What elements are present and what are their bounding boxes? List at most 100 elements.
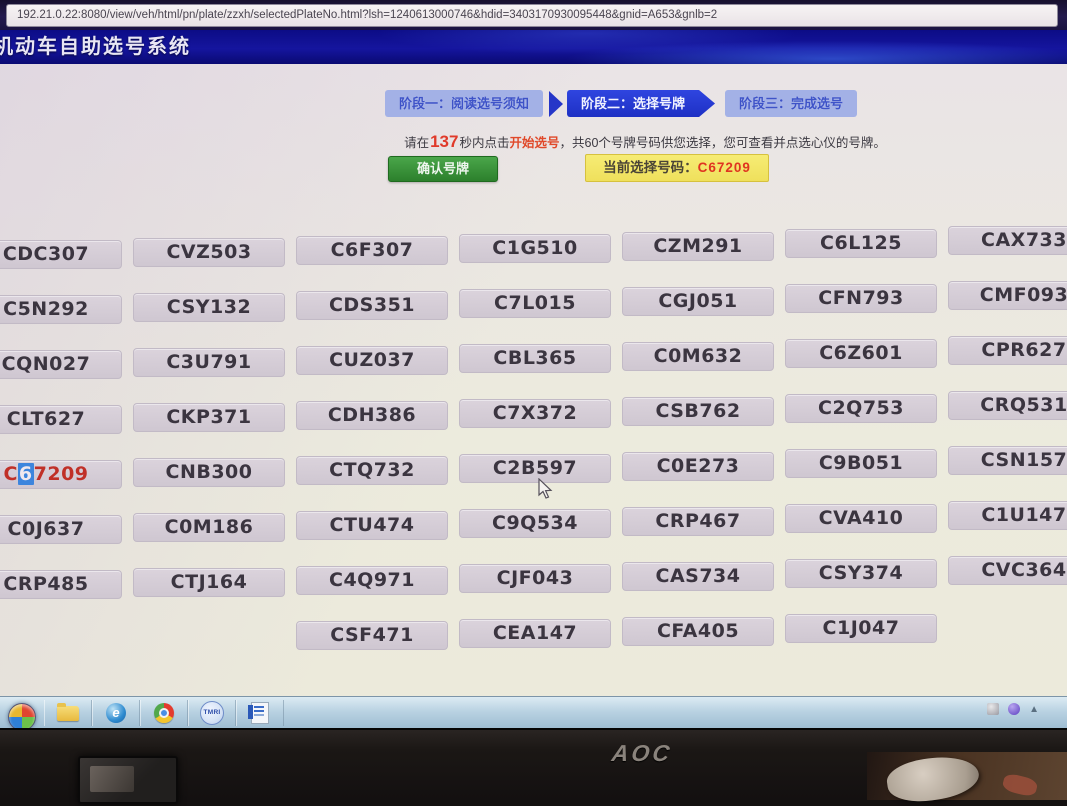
plate-button[interactable]: CDH386 — [296, 401, 448, 430]
folder-icon — [57, 702, 79, 721]
plate-button[interactable]: C6L125 — [785, 229, 937, 258]
plate-button[interactable]: C7L015 — [459, 289, 611, 318]
plate-button[interactable]: CKP371 — [133, 403, 285, 432]
plate-button[interactable]: C5N292 — [0, 295, 122, 324]
plate-button[interactable]: CLT627 — [0, 405, 122, 434]
plate-button[interactable]: CFA405 — [622, 617, 774, 646]
url-text: 192.21.0.22:8080/view/veh/html/pn/plate/… — [17, 9, 718, 21]
plate-button[interactable]: CSN157 — [948, 446, 1067, 475]
instruction-prefix: 请在 — [404, 136, 430, 150]
ie-browser-icon: e — [106, 703, 126, 723]
plate-button[interactable]: CDC307 — [0, 240, 122, 269]
main-content: 阶段一：阅读选号须知 阶段二：选择号牌 阶段三：完成选号 请在137秒内点击开始… — [0, 64, 1067, 696]
plate-button[interactable]: CEA147 — [459, 619, 611, 648]
plate-button[interactable]: CNB300 — [133, 458, 285, 487]
plate-button[interactable]: C6Z601 — [785, 339, 937, 368]
plate-button[interactable]: CQN027 — [0, 350, 122, 379]
plate-button[interactable]: CAX733 — [948, 226, 1067, 255]
plate-button[interactable]: CBL365 — [459, 344, 611, 373]
plate-grid: CDC307 C5N292 CQN027 CLT627 ✔C67209 C0J637 CRP… — [0, 212, 1067, 650]
system-tray: ▲ — [987, 703, 1039, 715]
highlighted-char: 6 — [17, 463, 34, 485]
plate-button[interactable]: C9Q534 — [459, 509, 611, 538]
browser-chrome: 192.21.0.22:8080/view/veh/html/pn/plate/… — [0, 0, 1067, 30]
plate-button[interactable]: CAS734 — [622, 562, 774, 591]
plate-button[interactable]: CVZ503 — [133, 238, 285, 267]
plate-button[interactable]: CSY132 — [133, 293, 285, 322]
desk-object — [78, 756, 178, 804]
plate-button[interactable]: CGJ051 — [622, 287, 774, 316]
plate-button[interactable]: CTJ164 — [133, 568, 285, 597]
plate-column: C1G510 C7L015 CBL365 C7X372 C2B597 C9Q534 CJF0… — [459, 234, 611, 650]
stage-tab-3: 阶段三：完成选号 — [725, 90, 858, 117]
taskbar-item-tmri[interactable]: TMRI — [188, 700, 236, 726]
plate-button[interactable]: CRP467 — [622, 507, 774, 536]
taskbar-item-folder[interactable] — [44, 700, 92, 726]
plate-column: C6F307 CDS351 CUZ037 CDH386 CTQ732 CTU474 C4Q9… — [296, 236, 448, 650]
tmri-logo-icon: TMRI — [200, 701, 224, 725]
plate-button[interactable]: C1U147 — [948, 501, 1067, 530]
plate-button-selected[interactable]: ✔C67209 — [0, 460, 122, 489]
plate-button[interactable]: CVC364 — [948, 556, 1067, 585]
monitor-brand-logo: AOC — [610, 740, 675, 766]
plate-button[interactable]: CFN793 — [785, 284, 937, 313]
plate-button[interactable]: C3U791 — [133, 348, 285, 377]
plate-button[interactable]: C0J637 — [0, 515, 122, 544]
plate-button[interactable]: CJF043 — [459, 564, 611, 593]
tray-chevron-icon[interactable]: ▲ — [1029, 703, 1039, 715]
instruction-text: 请在137秒内点击开始选号，共60个号牌号码供您选择，您可查看并点选心仪的号牌。 — [0, 132, 1067, 152]
url-bar[interactable]: 192.21.0.22:8080/view/veh/html/pn/plate/… — [6, 4, 1058, 27]
document-app-icon — [248, 702, 269, 724]
plate-button[interactable]: CSY374 — [785, 559, 937, 588]
current-selection-label: 当前选择号码： — [603, 160, 698, 175]
plate-button[interactable]: C0E273 — [622, 452, 774, 481]
plate-button[interactable]: C6F307 — [296, 236, 448, 265]
plate-column: CZM291 CGJ051 C0M632 CSB762 C0E273 CRP467 CAS7… — [622, 232, 774, 650]
start-selection-link[interactable]: 开始选号 — [509, 136, 560, 150]
plate-button[interactable]: CSF471 — [296, 621, 448, 650]
plate-button[interactable]: C4Q971 — [296, 566, 448, 595]
windows-taskbar: e TMRI ▲ — [0, 696, 1067, 731]
arrow-separator-icon — [549, 90, 564, 117]
plate-column: CAX733 CMF093 CPR627 CRQ531 CSN157 C1U147 CVC3… — [948, 226, 1067, 650]
confirm-plate-button[interactable]: 确认号牌 — [388, 156, 498, 182]
plate-button[interactable]: CMF093 — [948, 281, 1067, 310]
bezel-edge — [0, 728, 1067, 730]
stage-steps: 阶段一：阅读选号须知 阶段二：选择号牌 阶段三：完成选号 — [385, 90, 858, 117]
plate-button[interactable]: CVA410 — [785, 504, 937, 533]
plate-button[interactable]: CTU474 — [296, 511, 448, 540]
start-button[interactable] — [8, 703, 36, 731]
countdown-timer: 137 — [430, 132, 459, 151]
plate-button[interactable]: CZM291 — [622, 232, 774, 261]
page-title: 机动车自助选号系统 — [0, 36, 191, 58]
stage-tab-2-active: 阶段二：选择号牌 — [567, 90, 715, 117]
current-selection-box: 当前选择号码：C67209 — [585, 154, 769, 182]
plate-button[interactable]: C2B597 — [459, 454, 611, 483]
tray-icon-purple[interactable] — [1008, 703, 1021, 715]
chrome-icon — [154, 703, 174, 723]
plate-column: C6L125 CFN793 C6Z601 C2Q753 C9B051 CVA410 CSY3… — [785, 229, 937, 650]
taskbar-item-browser[interactable]: e — [92, 700, 140, 726]
plate-button[interactable]: CTQ732 — [296, 456, 448, 485]
plate-button[interactable]: C7X372 — [459, 399, 611, 428]
plate-button[interactable]: C0M186 — [133, 513, 285, 542]
taskbar-item-document[interactable] — [236, 700, 284, 726]
plate-button[interactable]: C2Q753 — [785, 394, 937, 423]
plate-button[interactable]: CDS351 — [296, 291, 448, 320]
plate-button[interactable]: C1J047 — [785, 614, 937, 643]
plate-button[interactable]: CSB762 — [622, 397, 774, 426]
plate-button[interactable]: CPR627 — [948, 336, 1067, 365]
plate-button[interactable]: CRQ531 — [948, 391, 1067, 420]
instruction-suffix: ，共60个号牌号码供您选择，您可查看并点选心仪的号牌。 — [559, 136, 886, 150]
plate-button[interactable]: C9B051 — [785, 449, 937, 478]
tray-icon-gray[interactable] — [987, 703, 1000, 715]
stage-tab-1: 阶段一：阅读选号须知 — [385, 90, 544, 117]
plate-button[interactable]: CUZ037 — [296, 346, 448, 375]
plate-button[interactable]: CRP485 — [0, 570, 122, 599]
plate-button[interactable]: C0M632 — [622, 342, 774, 371]
instruction-middle: 秒内点击 — [459, 136, 510, 150]
taskbar-item-chrome[interactable] — [140, 700, 188, 726]
mouse-cursor-icon — [538, 477, 554, 505]
plate-button[interactable]: C1G510 — [459, 234, 611, 263]
taskbar-icons: e TMRI — [44, 699, 284, 727]
